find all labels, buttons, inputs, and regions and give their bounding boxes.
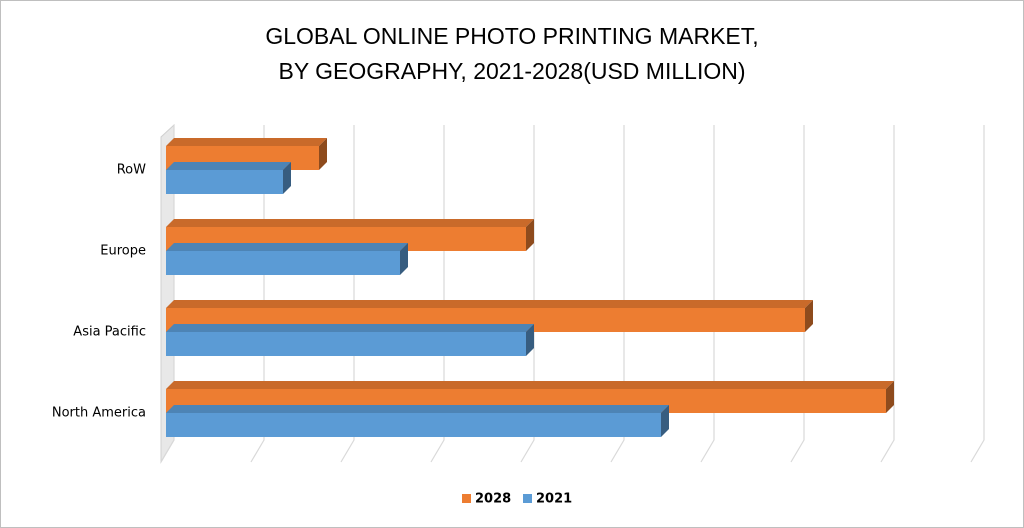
bar-side <box>526 219 534 251</box>
grid-line <box>970 125 985 463</box>
grid-line <box>610 125 625 463</box>
grid-line <box>790 125 805 463</box>
bar-front <box>166 413 661 437</box>
bar-top <box>166 405 669 413</box>
y-tick-label: Asia Pacific <box>73 325 146 340</box>
legend-label: 2021 <box>536 492 572 507</box>
legend-label: 2028 <box>475 492 511 507</box>
bar-top <box>166 300 813 308</box>
bar-side <box>283 162 291 194</box>
bar <box>166 162 291 194</box>
bar-side <box>661 405 669 437</box>
bar-front <box>166 170 283 194</box>
bar-side <box>805 300 813 332</box>
bar-top <box>166 381 894 389</box>
bar-side <box>319 138 327 170</box>
bar-side <box>400 243 408 275</box>
grid-line <box>700 125 715 463</box>
bar-top <box>166 162 291 170</box>
bars <box>166 138 894 437</box>
legend: 2028 2021 <box>462 492 572 507</box>
y-tick-label: RoW <box>117 163 146 178</box>
bar-front <box>166 251 400 275</box>
bar-top <box>166 138 327 146</box>
bar <box>166 405 669 437</box>
chart-subtitle: BY GEOGRAPHY, 2021-2028(USD MILLION) <box>278 58 745 84</box>
grid-line <box>880 125 895 463</box>
bar-top <box>166 219 534 227</box>
legend-swatch <box>462 494 471 503</box>
bar <box>166 324 534 356</box>
legend-swatch <box>523 494 532 503</box>
bar-front <box>166 332 526 356</box>
chart-title: GLOBAL ONLINE PHOTO PRINTING MARKET, <box>265 23 758 49</box>
bar <box>166 243 408 275</box>
bar-side <box>886 381 894 413</box>
y-tick-label: North America <box>52 406 146 421</box>
bar-side <box>526 324 534 356</box>
bar-top <box>166 243 408 251</box>
y-tick-label: Europe <box>100 244 146 259</box>
bar-top <box>166 324 534 332</box>
